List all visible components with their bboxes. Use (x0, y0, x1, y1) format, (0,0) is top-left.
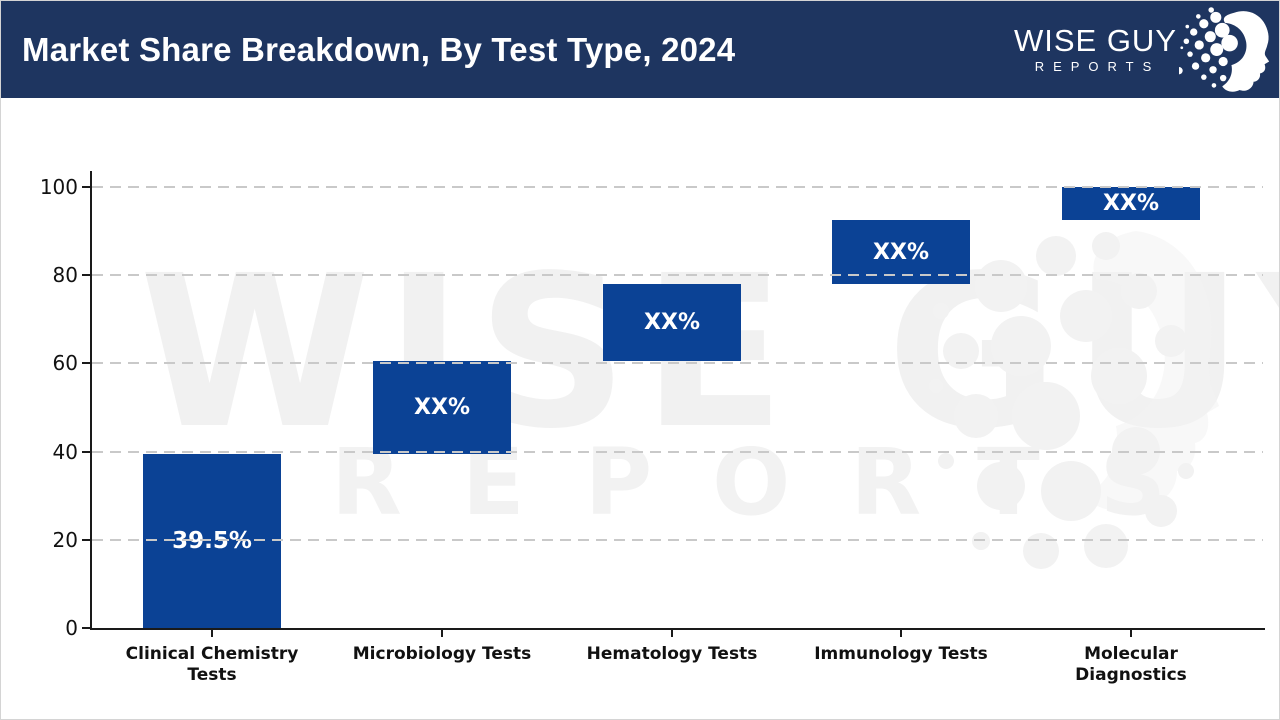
wiseguy-logo-name: WISE GUY (1013, 22, 1177, 58)
y-tick-60 (82, 362, 90, 365)
bar-value-label-hematology-tests: XX% (644, 310, 700, 336)
bar-molecular-diagnostics: XX% (1062, 187, 1200, 221)
bar-value-label-clinical-chemistry-tests: 39.5% (172, 527, 252, 554)
y-tick-0 (82, 627, 90, 629)
bar-hematology-tests: XX% (603, 284, 741, 362)
x-tick-microbiology-tests (441, 630, 443, 637)
wiseguy-logo-face-icon (1179, 6, 1270, 92)
y-tick-20 (82, 538, 90, 541)
gridline-80 (92, 274, 1263, 277)
wiseguy-logo-text: WISE GUY REPORTS (1013, 22, 1177, 74)
y-tick-label-0: 0 (65, 616, 78, 640)
wiseguy-logo-sub: REPORTS (1034, 58, 1161, 74)
bar-clinical-chemistry-tests: 39.5% (143, 453, 281, 628)
y-tick-label-80: 80 (52, 263, 78, 288)
x-tick-label-molecular-diagnostics: Molecular Diagnostics (1075, 644, 1187, 685)
x-axis-line (90, 628, 1265, 630)
y-tick-label-40: 40 (52, 439, 78, 464)
gridline-60 (92, 362, 1263, 365)
wiseguy-logo: WISE GUY REPORTS (1014, 1, 1271, 98)
x-tick-molecular-diagnostics (1130, 630, 1132, 637)
page-title: Market Share Breakdown, By Test Type, 20… (22, 30, 736, 68)
y-axis-line (90, 171, 92, 630)
y-tick-label-20: 20 (52, 527, 78, 552)
x-tick-hematology-tests (671, 630, 673, 637)
gridline-20 (92, 538, 1263, 541)
watermark-face-dots-icon (929, 231, 1219, 569)
bar-value-label-molecular-diagnostics: XX% (1103, 191, 1159, 217)
x-tick-label-clinical-chemistry-tests: Clinical Chemistry Tests (125, 644, 299, 685)
bar-microbiology-tests: XX% (373, 361, 511, 454)
y-tick-40 (82, 450, 90, 453)
bar-immunology-tests: XX% (832, 220, 970, 284)
gridline-100 (92, 186, 1263, 188)
header-bar: Market Share Breakdown, By Test Type, 20… (1, 1, 1279, 98)
bar-value-label-immunology-tests: XX% (873, 239, 929, 265)
x-tick-label-microbiology-tests: Microbiology Tests (352, 644, 532, 664)
y-tick-100 (82, 186, 90, 188)
x-tick-immunology-tests (900, 630, 902, 637)
x-tick-label-immunology-tests: Immunology Tests (814, 644, 988, 664)
y-tick-80 (82, 274, 90, 277)
y-tick-label-60: 60 (52, 351, 78, 376)
waterfall-chart: 39.5% XX% XX% XX% XX% 0 20 40 60 80 100 Clinical Ch… (1, 98, 1279, 719)
gridline-40 (92, 450, 1263, 453)
x-tick-clinical-chemistry-tests (211, 630, 213, 637)
y-tick-label-100: 100 (39, 175, 78, 199)
x-tick-label-hematology-tests: Hematology Tests (586, 644, 758, 664)
bar-value-label-microbiology-tests: XX% (414, 394, 470, 420)
